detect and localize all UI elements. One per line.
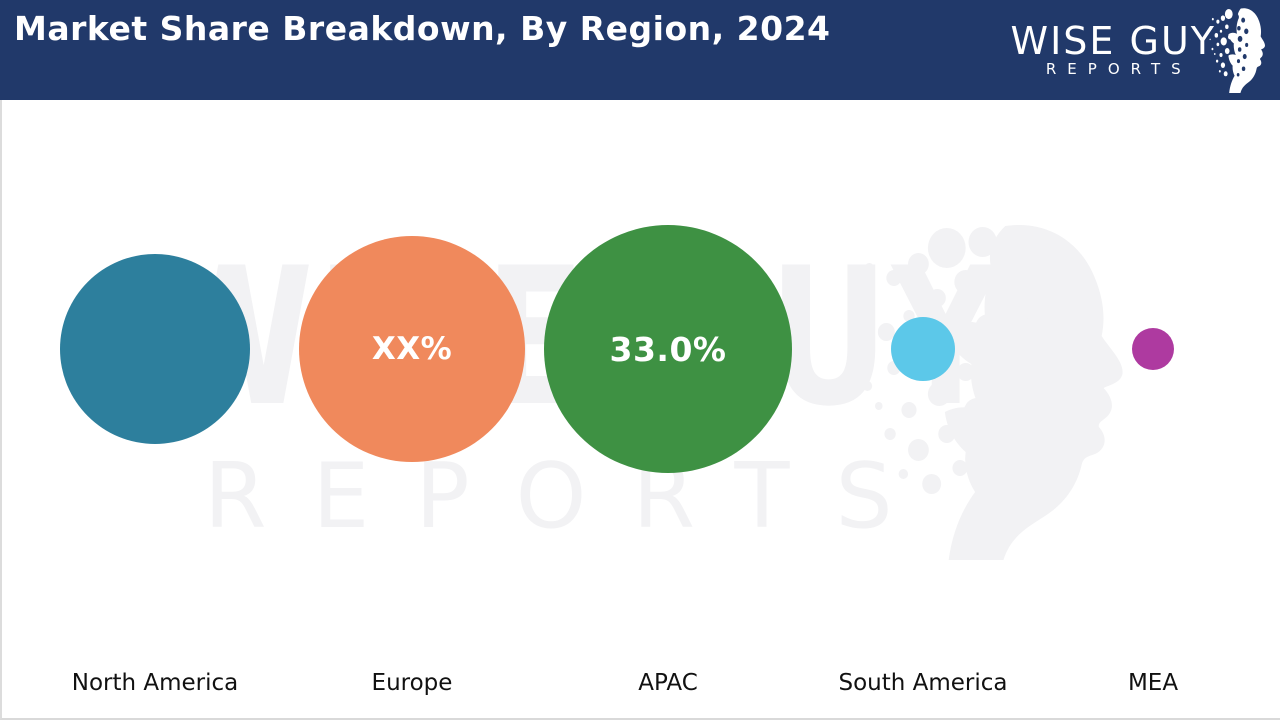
region-label-south-america: South America (838, 670, 1008, 696)
bubble-value-europe: XX% (371, 331, 453, 367)
bubble-mea (1132, 328, 1174, 370)
bubble-europe: XX% (299, 236, 525, 462)
bubble-north-america (60, 254, 250, 444)
logo-text: WISE GUY REPORTS (1010, 18, 1216, 79)
watermark-subtext: REPORTS (204, 444, 939, 549)
region-label-mea: MEA (1127, 670, 1179, 696)
logo-head-icon (1209, 8, 1265, 93)
bubble-south-america (891, 317, 955, 381)
region-label-north-america: North America (71, 670, 239, 696)
watermark-head-icon (853, 224, 1123, 560)
wise-guy-logo: WISE GUY REPORTS (1011, 4, 1270, 96)
bubble-value-apac: 33.0% (609, 329, 727, 369)
logo-wordmark: WISE GUY (1010, 18, 1216, 63)
bubble-apac: 33.0% (544, 225, 792, 473)
header-bar: Market Share Breakdown, By Region, 2024 … (0, 0, 1280, 100)
region-label-europe: Europe (371, 670, 453, 696)
logo-subtext: REPORTS (1045, 60, 1192, 79)
region-label-apac: APAC (638, 670, 698, 696)
page-title: Market Share Breakdown, By Region, 2024 (14, 9, 831, 48)
bubble-chart: WISE GUY REPORTS North AmericaXX%Europe3… (0, 100, 1280, 720)
